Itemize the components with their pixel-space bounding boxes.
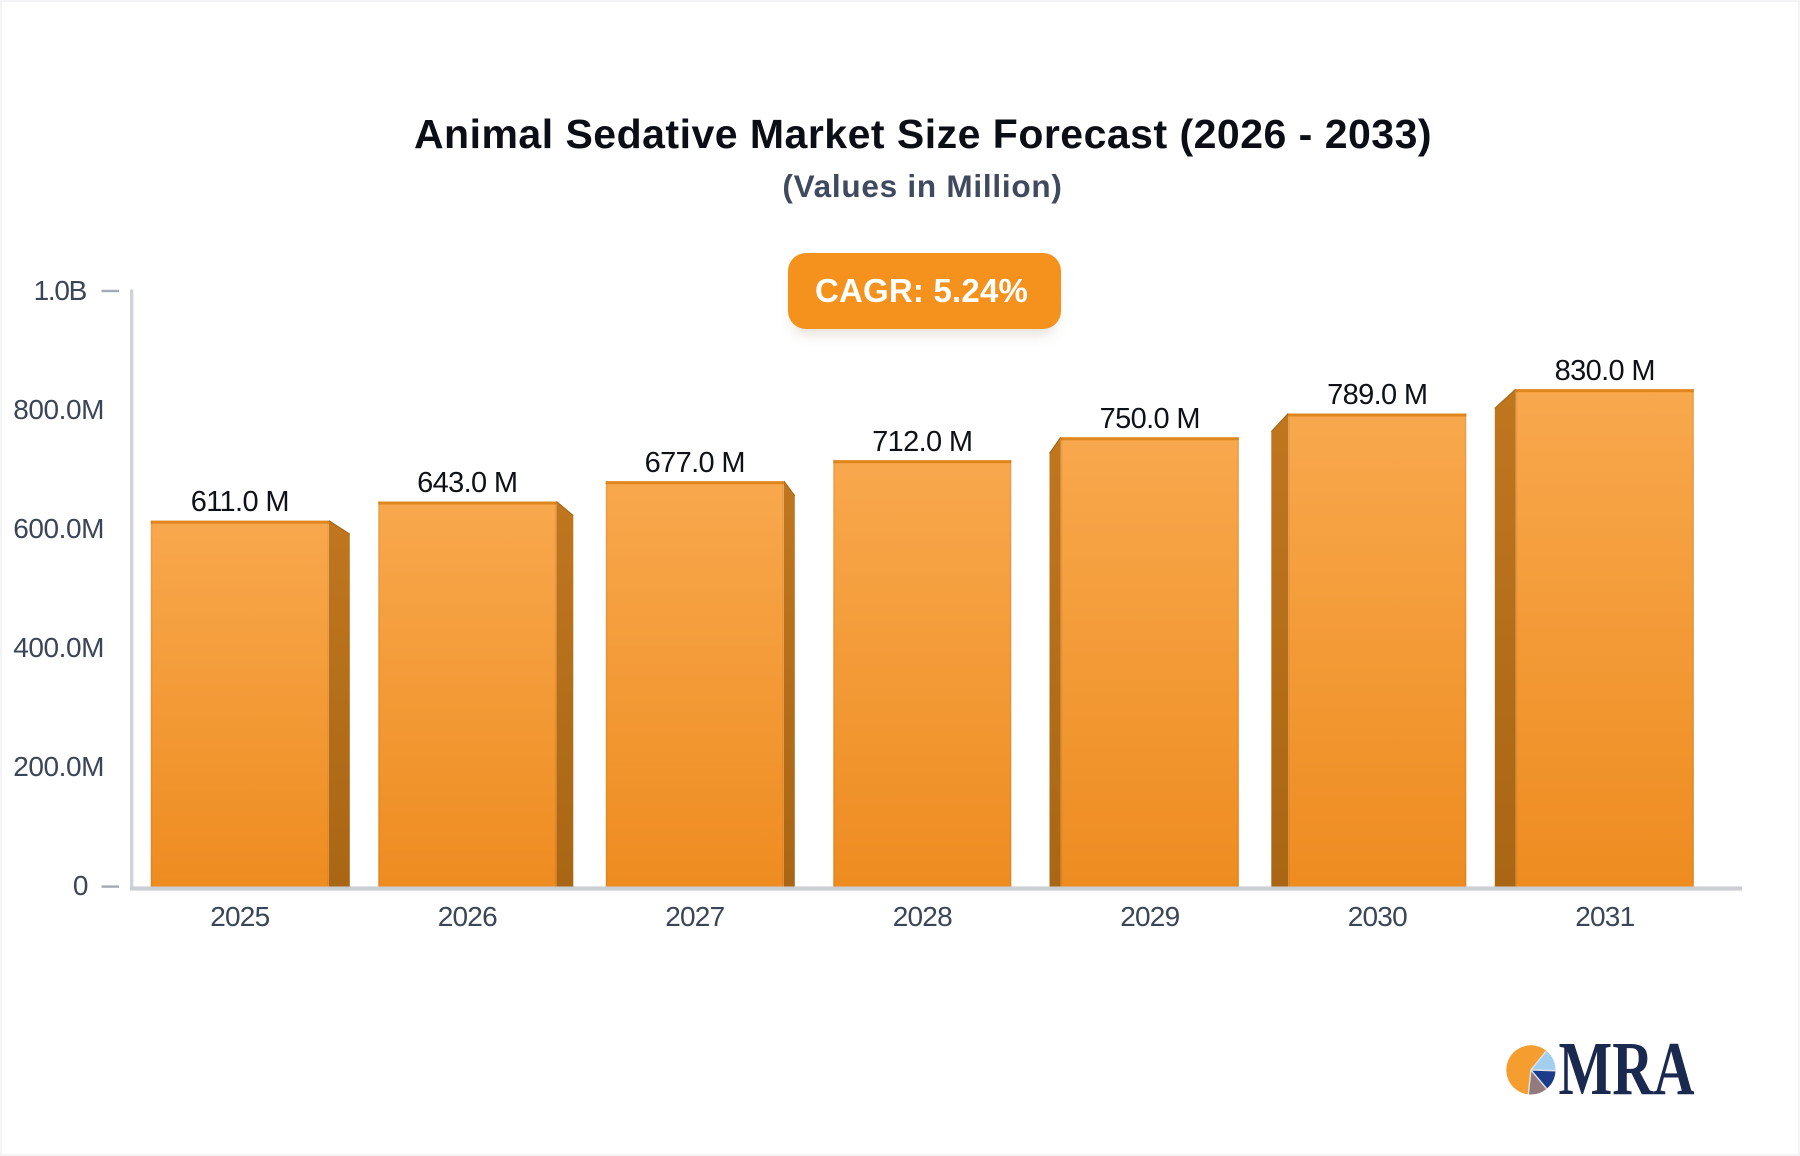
svg-text:MRA: MRA — [1559, 1027, 1695, 1111]
